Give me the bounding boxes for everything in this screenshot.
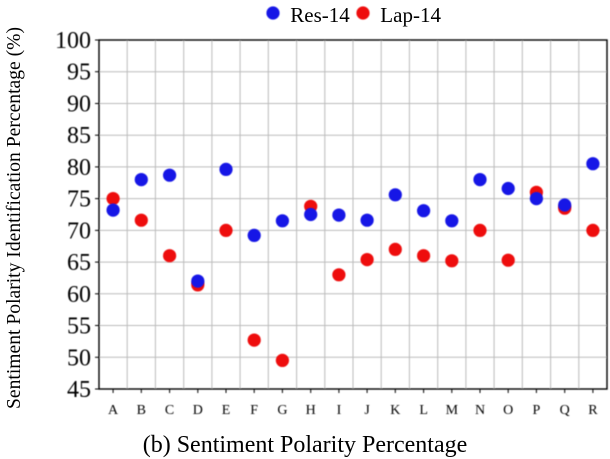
svg-text:O: O — [503, 403, 513, 418]
svg-text:55: 55 — [67, 314, 91, 340]
svg-text:I: I — [337, 403, 342, 418]
svg-text:M: M — [446, 403, 459, 418]
svg-text:A: A — [108, 403, 119, 418]
svg-text:F: F — [250, 403, 258, 418]
svg-text:70: 70 — [67, 218, 91, 244]
svg-text:65: 65 — [67, 250, 91, 276]
svg-text:95: 95 — [67, 60, 91, 86]
svg-text:K: K — [390, 403, 400, 418]
svg-text:80: 80 — [67, 155, 91, 181]
svg-text:85: 85 — [67, 123, 91, 149]
svg-text:H: H — [306, 403, 316, 418]
svg-text:L: L — [419, 403, 428, 418]
svg-text:B: B — [137, 403, 146, 418]
svg-text:R: R — [588, 403, 598, 418]
svg-text:E: E — [222, 403, 231, 418]
svg-text:100: 100 — [55, 28, 91, 54]
svg-text:J: J — [364, 403, 370, 418]
svg-text:C: C — [165, 403, 174, 418]
svg-text:50: 50 — [67, 345, 91, 371]
svg-text:G: G — [277, 403, 287, 418]
svg-text:P: P — [533, 403, 541, 418]
svg-text:75: 75 — [67, 187, 91, 213]
svg-text:90: 90 — [67, 92, 91, 118]
svg-text:Q: Q — [560, 403, 570, 418]
svg-text:45: 45 — [67, 377, 91, 403]
svg-text:N: N — [475, 403, 485, 418]
svg-text:D: D — [193, 403, 203, 418]
svg-text:60: 60 — [67, 282, 91, 308]
